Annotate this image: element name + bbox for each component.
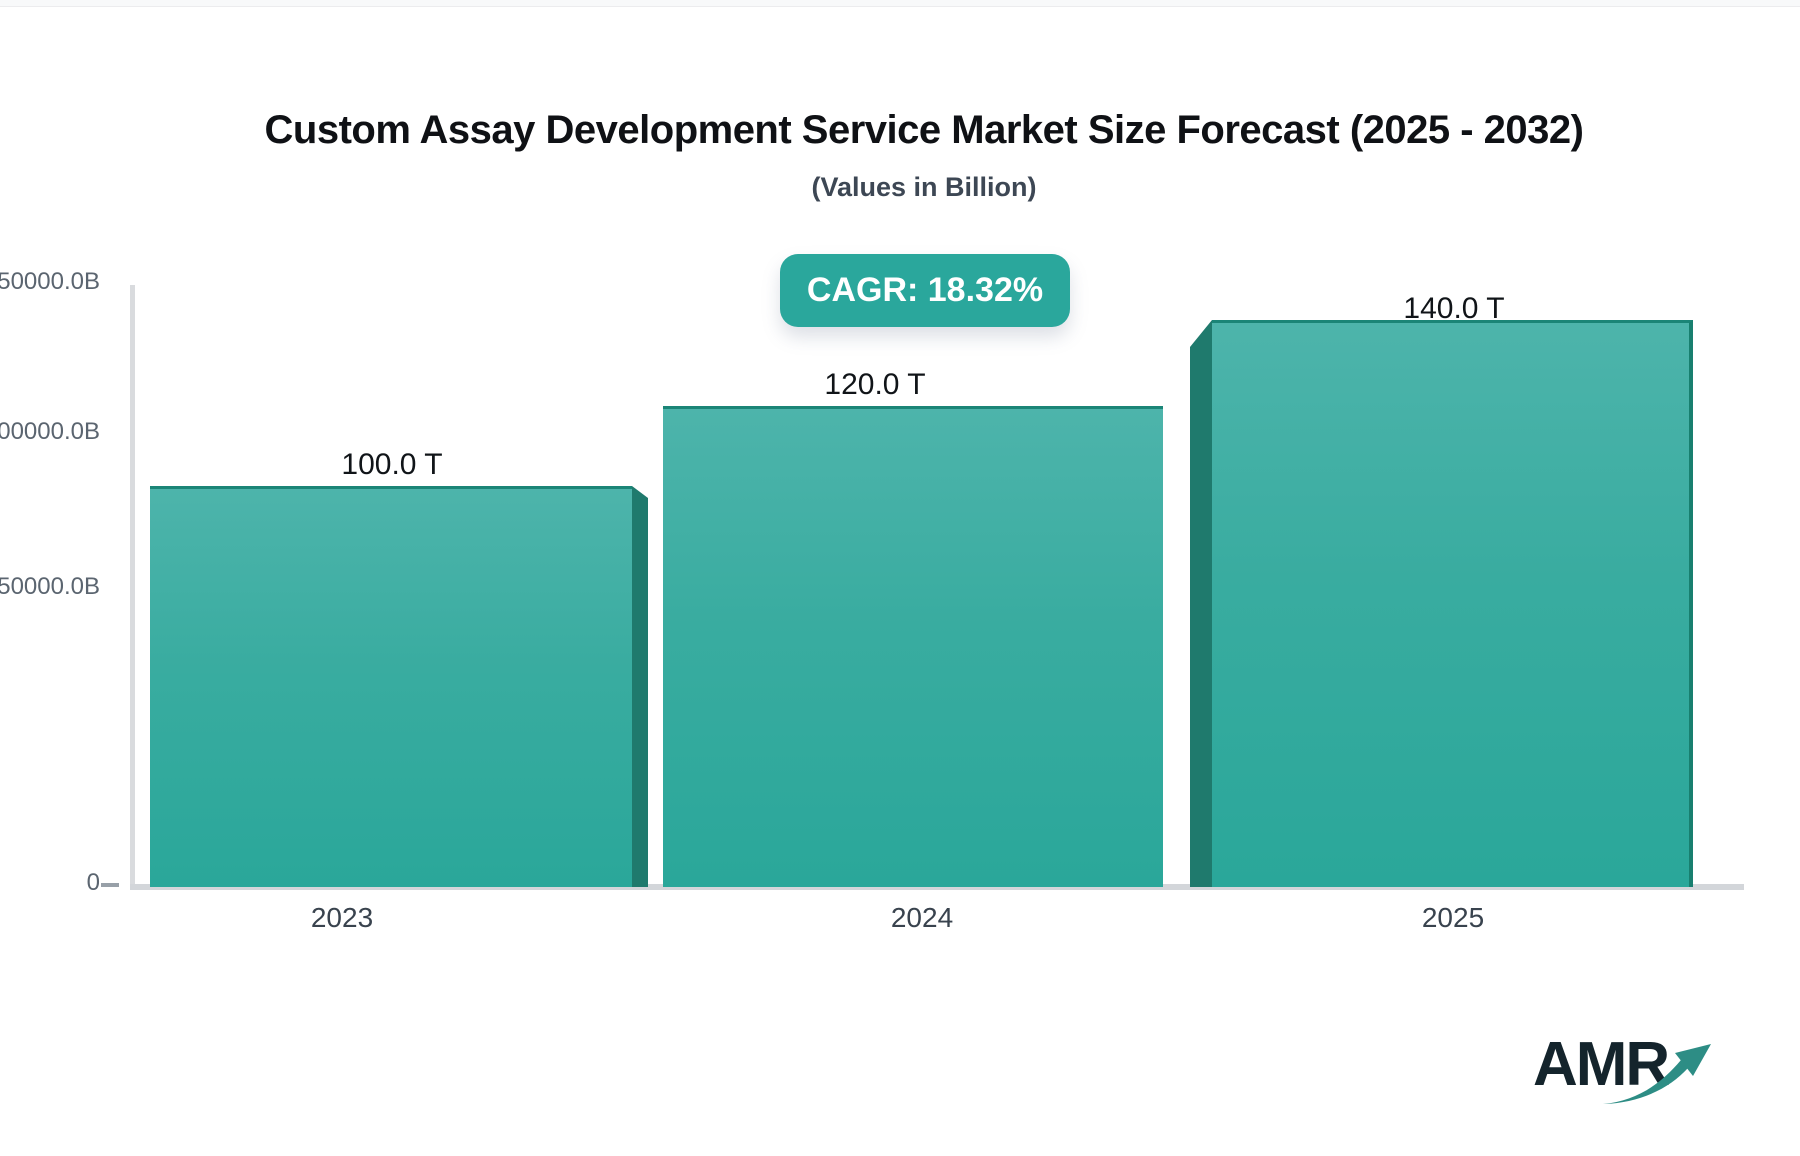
amr-logo-text: AMR — [1533, 1030, 1670, 1099]
x-axis-line — [130, 884, 1744, 890]
y-axis-tick-mark — [101, 883, 119, 887]
bar-value-label-2023: 100.0 T — [341, 448, 443, 481]
bar-value-label-2024: 120.0 T — [824, 368, 926, 401]
x-axis-label-2024: 2024 — [890, 902, 954, 933]
growth-arrow-icon — [1603, 1044, 1711, 1104]
y-axis-tick-label: 150000.0B — [0, 268, 100, 295]
chart-subtitle: (Values in Billion) — [811, 172, 1037, 202]
cagr-badge: CAGR: 18.32% — [780, 254, 1070, 327]
bar-2024 — [663, 406, 1163, 887]
bar-2025-side-bevel — [1190, 320, 1212, 887]
bar-value-label-2025: 140.0 T — [1403, 292, 1505, 325]
bar-2023 — [150, 486, 632, 887]
bar-2025 — [1212, 320, 1693, 887]
x-axis-label-2025: 2025 — [1421, 902, 1485, 933]
card-top-edge — [0, 0, 1800, 7]
bar-2023-side-bevel — [632, 486, 648, 887]
y-axis-tick-label: 0 — [86, 869, 100, 896]
x-axis-label-2023: 2023 — [310, 902, 374, 933]
y-axis-tick-label: 50000.0B — [0, 573, 100, 600]
amr-logo: AMR — [1533, 1034, 1713, 1114]
chart-title: Custom Assay Development Service Market … — [264, 108, 1584, 152]
y-axis-tick-label: 100000.0B — [0, 418, 100, 445]
y-axis-line — [130, 285, 135, 886]
